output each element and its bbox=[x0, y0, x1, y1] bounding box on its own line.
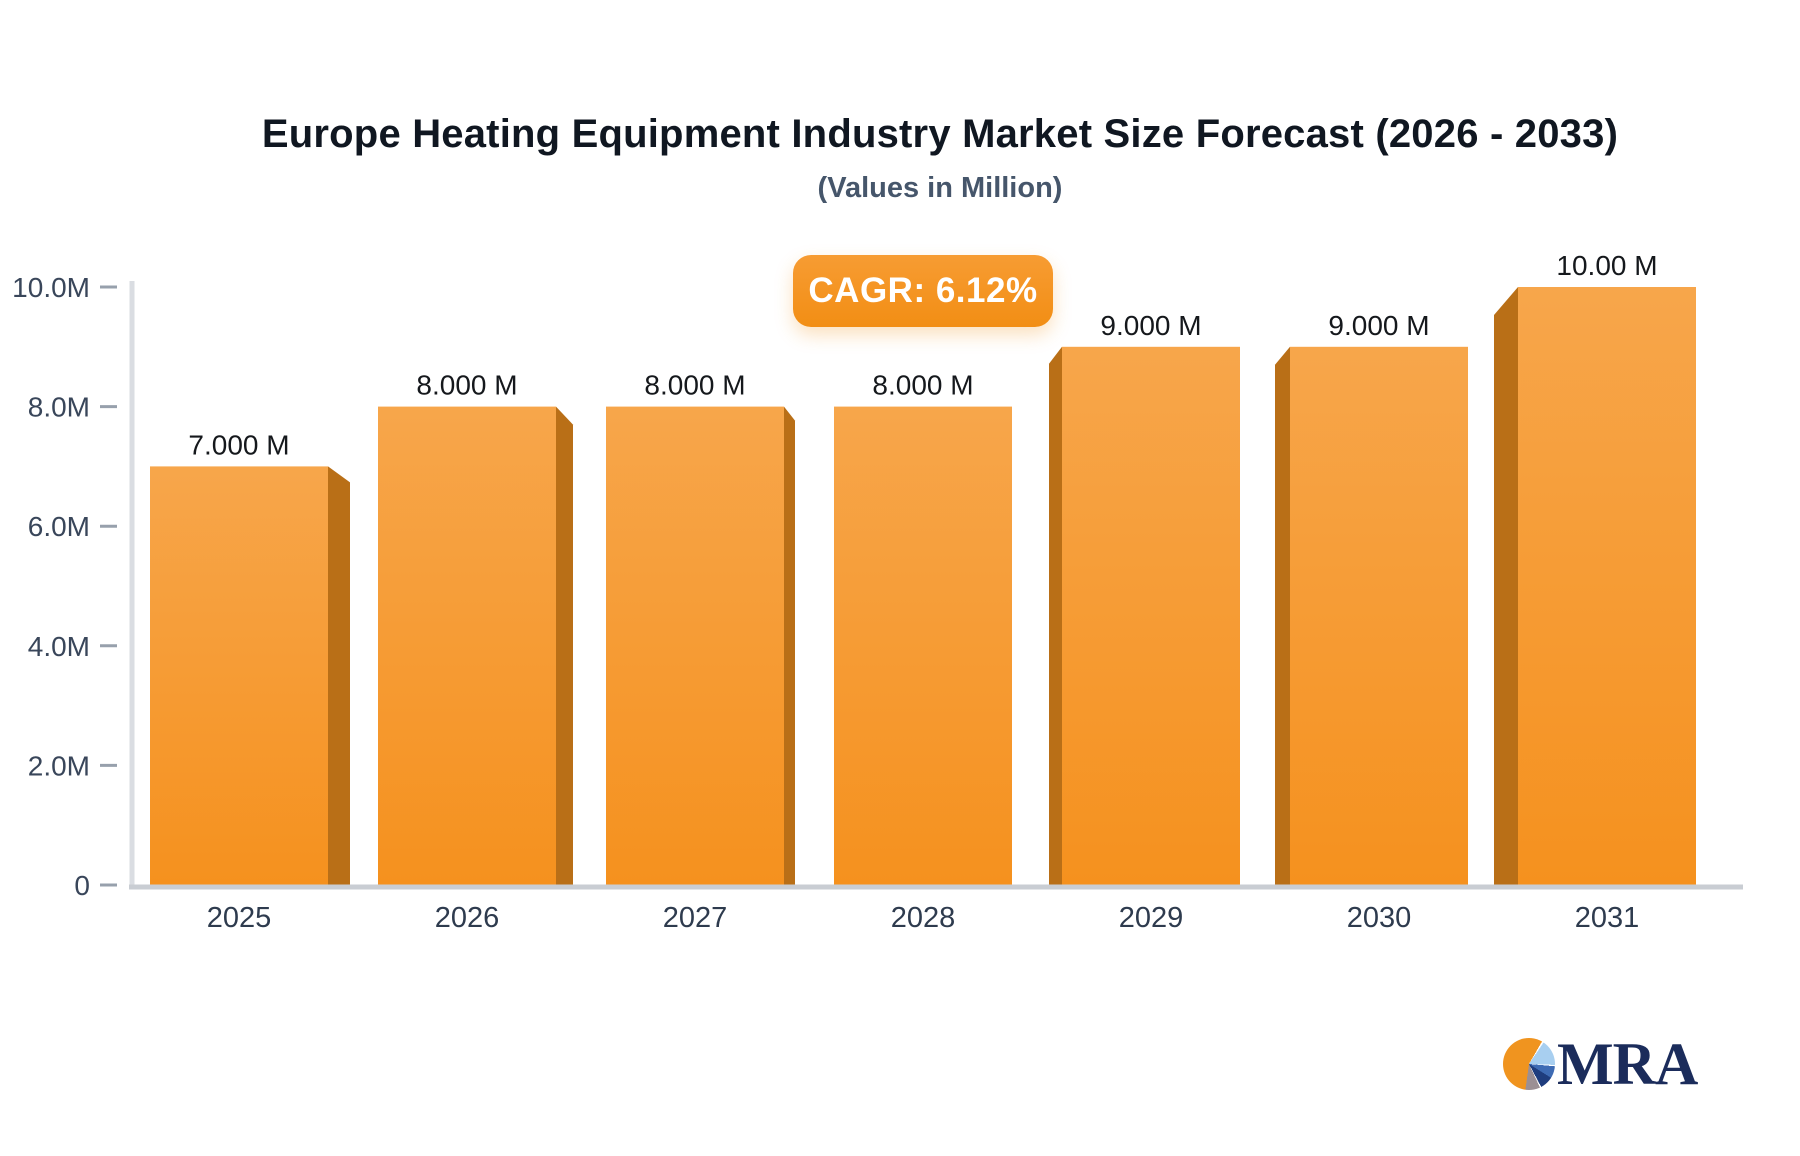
y-tick-label: 2.0M bbox=[28, 750, 90, 781]
company-logo: MRA bbox=[1503, 1031, 1698, 1097]
x-axis-label: 2025 bbox=[207, 902, 272, 934]
bar-face bbox=[606, 406, 784, 885]
bar-face bbox=[378, 406, 556, 885]
bar-face bbox=[1518, 287, 1696, 885]
x-axis-label: 2028 bbox=[891, 902, 956, 934]
chart-title: Europe Heating Equipment Industry Market… bbox=[261, 112, 1619, 156]
bar-side bbox=[1275, 346, 1290, 885]
bar-face bbox=[1062, 346, 1240, 885]
x-axis-label: 2027 bbox=[663, 902, 728, 934]
y-tick-label: 0 bbox=[74, 870, 90, 901]
bar-group-2026: 8.000 M 2026 bbox=[378, 370, 573, 934]
bar-value-label: 10.00 M bbox=[1556, 250, 1657, 281]
x-axis-label: 2031 bbox=[1575, 902, 1640, 934]
x-axis-label: 2029 bbox=[1119, 902, 1184, 934]
y-tick-label: 4.0M bbox=[28, 631, 90, 662]
bar-face bbox=[1290, 346, 1468, 885]
bar-value-label: 8.000 M bbox=[644, 370, 745, 401]
bar-side bbox=[1494, 287, 1518, 885]
bar-value-label: 8.000 M bbox=[872, 370, 973, 401]
x-axis-label: 2026 bbox=[435, 902, 500, 934]
logo-text: MRA bbox=[1557, 1031, 1698, 1097]
bar-side bbox=[328, 466, 350, 885]
bar-side bbox=[1049, 346, 1062, 885]
bar-group-2031: 10.00 M 2031 bbox=[1494, 250, 1696, 934]
bar-face bbox=[150, 466, 328, 885]
logo-pie-icon bbox=[1503, 1038, 1555, 1090]
bar-value-label: 7.000 M bbox=[188, 429, 289, 460]
bar-value-label: 9.000 M bbox=[1100, 310, 1201, 341]
bar-group-2028: 8.000 M 2028 bbox=[834, 370, 1012, 934]
x-axis-label: 2030 bbox=[1347, 902, 1412, 934]
y-tick-label: 6.0M bbox=[28, 511, 90, 542]
bar-value-label: 8.000 M bbox=[416, 370, 517, 401]
bar-group-2030: 9.000 M 2030 bbox=[1275, 310, 1468, 934]
y-tick-label: 10.0M bbox=[12, 272, 90, 303]
cagr-badge-label: CAGR: 6.12% bbox=[808, 271, 1038, 310]
cagr-badge: CAGR: 6.12% bbox=[793, 255, 1053, 327]
bar-value-label: 9.000 M bbox=[1328, 310, 1429, 341]
bar-side bbox=[556, 406, 573, 885]
bar-group-2027: 8.000 M 2027 bbox=[606, 370, 795, 934]
bar-face bbox=[834, 406, 1012, 885]
chart-subtitle: (Values in Million) bbox=[817, 172, 1063, 204]
bar-side bbox=[784, 406, 795, 885]
bar-group-2025: 7.000 M 2025 bbox=[150, 429, 350, 934]
y-tick-label: 8.0M bbox=[28, 392, 90, 423]
bar-group-2029: 9.000 M 2029 bbox=[1049, 310, 1240, 934]
